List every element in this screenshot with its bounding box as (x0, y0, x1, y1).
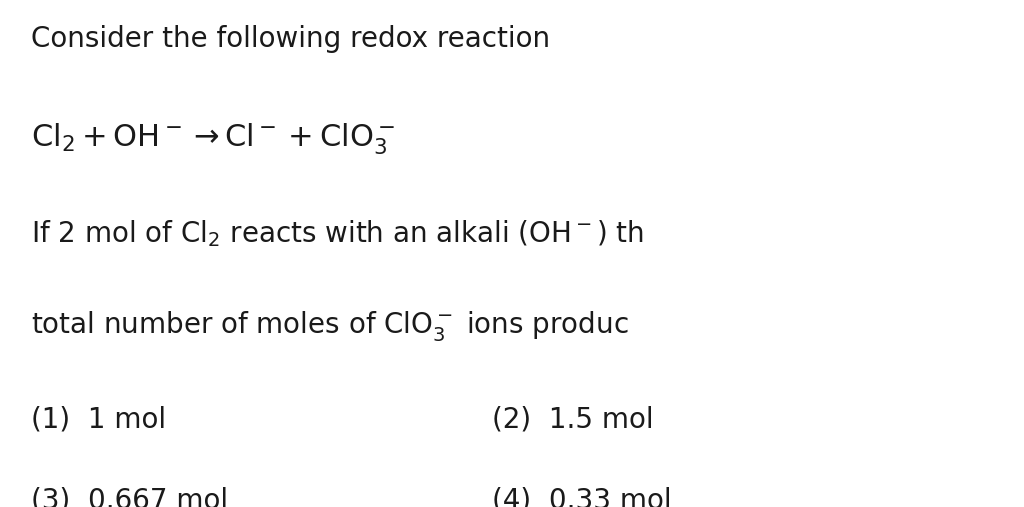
Text: (1)  1 mol: (1) 1 mol (31, 406, 166, 433)
Text: (3)  0.667 mol: (3) 0.667 mol (31, 487, 228, 507)
Text: $\mathrm{Cl_2 + OH^- \rightarrow Cl^- + ClO_3^-}$: $\mathrm{Cl_2 + OH^- \rightarrow Cl^- + … (31, 122, 395, 157)
Text: total number of moles of $\mathrm{ClO_3^-}$ ions produc: total number of moles of $\mathrm{ClO_3^… (31, 309, 629, 343)
Text: Consider the following redox reaction: Consider the following redox reaction (31, 25, 550, 53)
Text: (2)  1.5 mol: (2) 1.5 mol (492, 406, 653, 433)
Text: If 2 mol of $\mathrm{Cl_2}$ reacts with an alkali ($\mathrm{OH^-}$) th: If 2 mol of $\mathrm{Cl_2}$ reacts with … (31, 218, 644, 249)
Text: (4)  0.33 mol: (4) 0.33 mol (492, 487, 671, 507)
